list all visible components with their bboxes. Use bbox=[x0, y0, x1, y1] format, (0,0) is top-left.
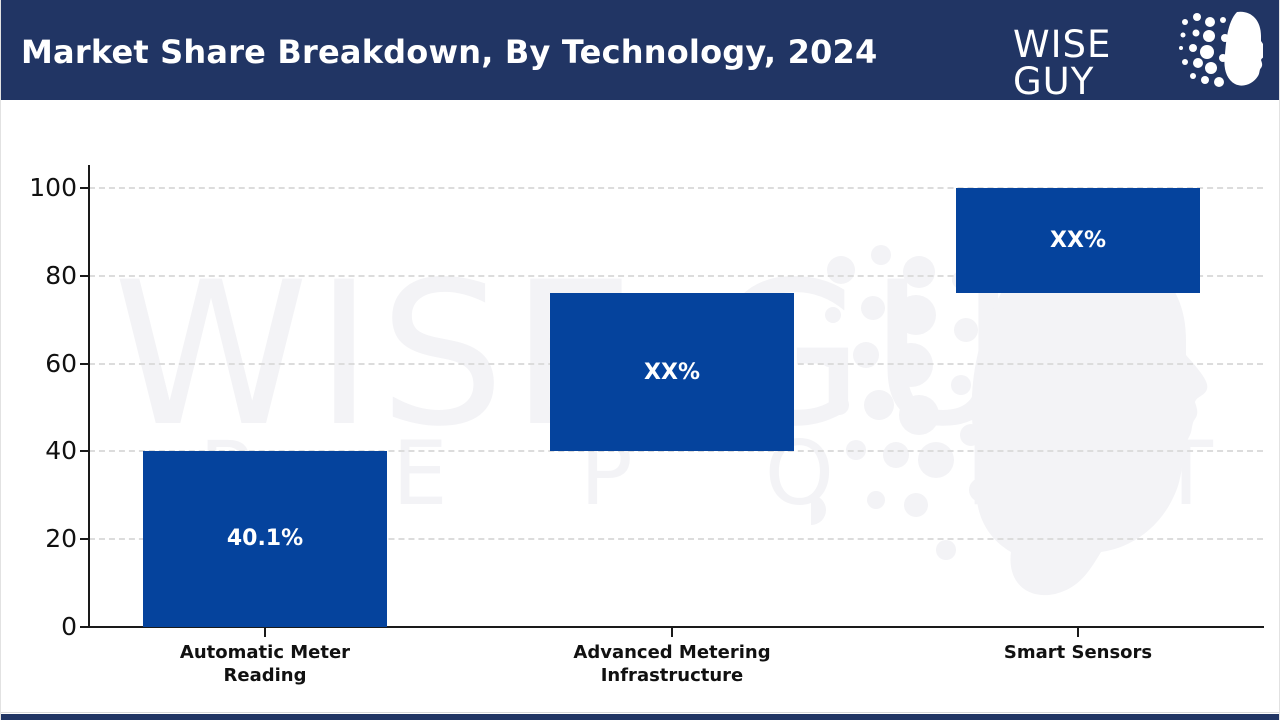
bar-value-label: XX% bbox=[1050, 228, 1106, 254]
footer-band bbox=[1, 714, 1279, 720]
y-tick-mark bbox=[80, 450, 88, 453]
y-tick-mark bbox=[80, 274, 88, 277]
gridline bbox=[89, 450, 1263, 453]
y-tick-mark bbox=[80, 362, 88, 365]
header-band: Market Share Breakdown, By Technology, 2… bbox=[1, 0, 1279, 118]
x-tick-mark bbox=[1077, 628, 1079, 637]
gridline bbox=[89, 274, 1263, 277]
gridline bbox=[89, 187, 1263, 189]
y-tick-label: 80 bbox=[45, 260, 77, 290]
y-tick-label: 20 bbox=[45, 524, 77, 554]
x-axis bbox=[88, 626, 1264, 628]
wise-guy-reports-logo: WISE GUY REPORTS bbox=[1013, 8, 1263, 118]
bar-segment[interactable]: XX% bbox=[550, 293, 794, 451]
logo-face-icon bbox=[1179, 11, 1263, 87]
bar-value-label: XX% bbox=[644, 359, 700, 385]
footer-divider bbox=[1, 712, 1279, 713]
bar-value-label: 40.1% bbox=[226, 526, 304, 552]
x-tick-mark bbox=[671, 628, 673, 637]
plot-area: 0 20 40 60 80 100 40.1% Automatic Meter Reading… bbox=[1, 100, 1279, 686]
y-tick-mark bbox=[80, 187, 88, 189]
logo-wordmark: WISE GUY REPORTS bbox=[1013, 26, 1188, 118]
y-tick-label: 40 bbox=[45, 436, 77, 466]
x-tick-mark bbox=[264, 628, 266, 637]
logo-line2: REPORTS bbox=[1016, 101, 1152, 119]
y-tick-label: 0 bbox=[61, 612, 77, 641]
y-tick-label: 100 bbox=[29, 173, 77, 202]
logo-line1: WISE GUY bbox=[1013, 23, 1112, 103]
gridline bbox=[89, 538, 1263, 541]
category-label: Advanced Metering Infrastructure bbox=[573, 642, 771, 686]
y-tick-mark bbox=[80, 538, 88, 541]
y-axis bbox=[88, 165, 90, 627]
y-tick-label: 60 bbox=[45, 348, 77, 378]
category-label: Smart Sensors bbox=[1003, 642, 1153, 663]
bar-segment[interactable]: 40.1% bbox=[143, 450, 387, 627]
y-tick-mark bbox=[80, 626, 88, 628]
chart-title: Market Share Breakdown, By Technology, 2… bbox=[21, 33, 878, 71]
category-label: Automatic Meter Reading bbox=[179, 642, 351, 686]
bar-segment[interactable]: XX% bbox=[956, 188, 1200, 294]
